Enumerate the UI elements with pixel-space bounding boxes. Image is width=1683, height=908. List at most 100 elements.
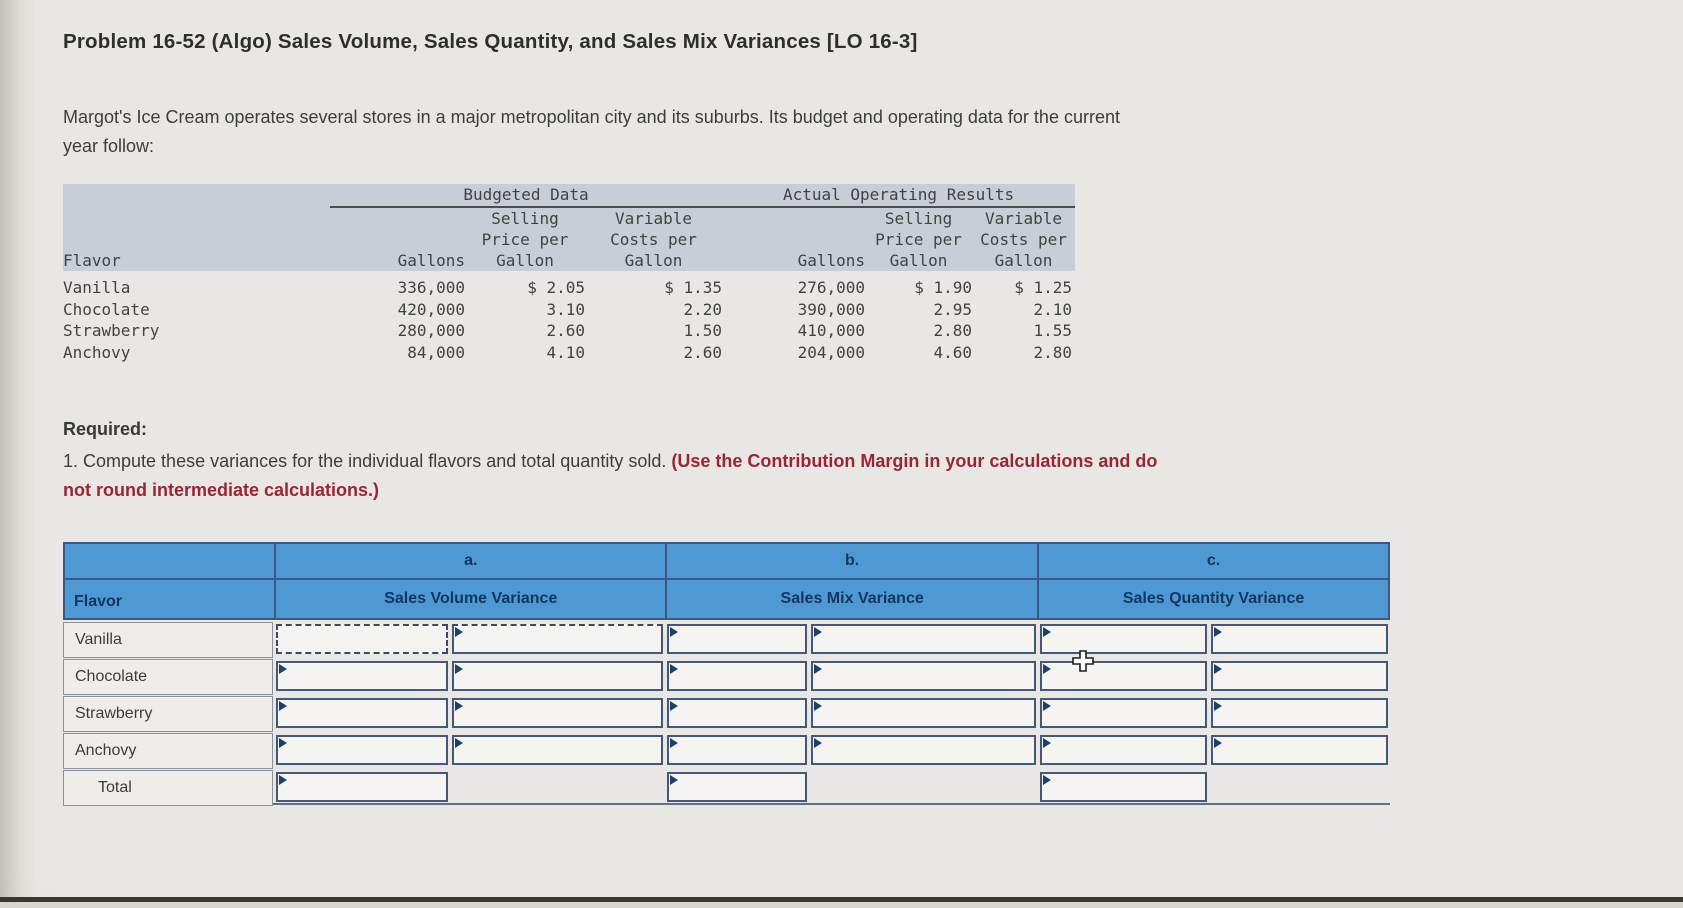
answer-table-bottom-border bbox=[63, 803, 1390, 805]
budget-col-header-selling-price: Selling Price per Gallon bbox=[465, 207, 585, 271]
chocolate-sales-volume-variance-fu-input[interactable] bbox=[452, 661, 663, 691]
budget-cell: Vanilla bbox=[63, 278, 131, 297]
vanilla-sales-volume-variance-fu-input[interactable] bbox=[452, 624, 663, 654]
budget-cell: 4.60 bbox=[933, 342, 973, 362]
budget-group-header-row: Budgeted Data Actual Operating Results bbox=[63, 184, 1076, 208]
cell-flag-icon bbox=[814, 664, 822, 674]
cell-flag-icon bbox=[1043, 701, 1051, 711]
actual-results-group-header: Actual Operating Results bbox=[722, 184, 1076, 208]
answer-header-row: Flavor Sales Volume Variance Sales Mix V… bbox=[65, 580, 1388, 618]
cell-flag-icon bbox=[1043, 775, 1051, 785]
budget-cell: $ 1.35 bbox=[664, 278, 723, 297]
answer-header-flavor: Flavor bbox=[74, 593, 123, 610]
total-sales-volume-variance-input[interactable] bbox=[276, 772, 448, 802]
cell-flag-icon bbox=[670, 627, 678, 637]
anchovy-sales-quantity-variance-fu-input[interactable] bbox=[1211, 735, 1388, 765]
budgeted-data-group-header: Budgeted Data bbox=[330, 184, 723, 208]
requirement-1-note-part1: (Use the Contribution Margin in your cal… bbox=[671, 451, 1158, 471]
answer-row-chocolate: Chocolate bbox=[63, 659, 1390, 698]
strawberry-sales-quantity-variance-input[interactable] bbox=[1040, 698, 1207, 728]
intro-line-2: year follow: bbox=[63, 136, 155, 156]
cell-flag-icon bbox=[455, 627, 463, 637]
answer-row-label-vanilla: Vanilla bbox=[63, 622, 273, 658]
budget-cell: Strawberry bbox=[63, 321, 160, 340]
cell-flag-icon bbox=[455, 738, 463, 748]
vanilla-sales-mix-variance-input[interactable] bbox=[667, 624, 807, 654]
cell-flag-icon bbox=[1214, 664, 1222, 674]
anchovy-sales-volume-variance-fu-input[interactable] bbox=[452, 735, 663, 765]
anchovy-sales-quantity-variance-input[interactable] bbox=[1040, 735, 1207, 765]
intro-paragraph: Margot's Ice Cream operates several stor… bbox=[63, 103, 1483, 161]
budget-cell: 280,000 bbox=[397, 321, 465, 340]
budget-cell: $ 1.25 bbox=[1014, 278, 1073, 297]
vanilla-sales-quantity-variance-fu-input[interactable] bbox=[1211, 624, 1388, 654]
answer-header-sales-volume-variance: Sales Volume Variance bbox=[274, 580, 665, 618]
cell-flag-icon bbox=[279, 775, 287, 785]
chocolate-sales-mix-variance-input[interactable] bbox=[667, 661, 807, 691]
answer-row-label-anchovy: Anchovy bbox=[63, 733, 273, 769]
requirement-1-line-2: not round intermediate calculations.) bbox=[63, 476, 1483, 505]
cell-flag-icon bbox=[455, 664, 463, 674]
budget-cell: 276,000 bbox=[797, 278, 866, 297]
strawberry-sales-volume-variance-fu-input[interactable] bbox=[452, 698, 663, 728]
vanilla-sales-mix-variance-fu-input[interactable] bbox=[811, 624, 1036, 654]
strawberry-sales-mix-variance-input[interactable] bbox=[667, 698, 807, 728]
cell-flag-icon bbox=[814, 738, 822, 748]
requirement-1-note-part2: not round intermediate calculations.) bbox=[63, 480, 380, 500]
chocolate-sales-volume-variance-input[interactable] bbox=[276, 661, 448, 691]
requirement-1: 1. Compute these variances for the indiv… bbox=[63, 447, 1483, 505]
budget-column-header-row: Flavor Gallons Selling Price per Gallon … bbox=[63, 207, 1076, 271]
cell-flag-icon bbox=[279, 738, 287, 748]
answer-letter-row: a. b. c. bbox=[65, 544, 1388, 580]
total-sales-quantity-variance-input[interactable] bbox=[1040, 772, 1207, 802]
anchovy-sales-mix-variance-fu-input[interactable] bbox=[811, 735, 1036, 765]
cell-flag-icon bbox=[1043, 627, 1051, 637]
total-sales-mix-variance-input[interactable] bbox=[667, 772, 807, 802]
budget-cell: 2.10 bbox=[1033, 299, 1073, 319]
cell-flag-icon bbox=[279, 664, 287, 674]
variance-answer-table: a. b. c. Flavor Sales Volume Variance Sa… bbox=[63, 542, 1390, 812]
photo-left-edge bbox=[0, 0, 36, 908]
answer-row-label-strawberry: Strawberry bbox=[63, 696, 273, 732]
budget-cell: 2.80 bbox=[933, 321, 973, 340]
budget-cell: 2.60 bbox=[546, 321, 585, 340]
budget-cell: 336,000 bbox=[397, 278, 465, 297]
photo-bottom-line bbox=[0, 897, 1683, 902]
chocolate-sales-quantity-variance-input[interactable] bbox=[1040, 661, 1207, 691]
budget-cell: 390,000 bbox=[797, 299, 866, 319]
vanilla-sales-quantity-variance-input[interactable] bbox=[1040, 624, 1207, 654]
anchovy-sales-mix-variance-input[interactable] bbox=[667, 735, 807, 765]
answer-row-vanilla: Vanilla bbox=[63, 622, 1390, 661]
answer-row-total: Total bbox=[63, 770, 1390, 809]
budget-cell: 420,000 bbox=[397, 299, 465, 319]
cell-flag-icon bbox=[1214, 701, 1222, 711]
strawberry-sales-volume-variance-input[interactable] bbox=[276, 698, 448, 728]
vanilla-sales-volume-variance-input[interactable] bbox=[276, 624, 448, 654]
answer-row-strawberry: Strawberry bbox=[63, 696, 1390, 735]
actual-col-header-variable-costs: Variable Costs per Gallon bbox=[972, 207, 1076, 271]
strawberry-sales-mix-variance-fu-input[interactable] bbox=[811, 698, 1036, 728]
answer-col-letter-b: b. bbox=[665, 544, 1037, 578]
photo-bottom-strip bbox=[0, 902, 1683, 908]
budget-col-header-gallons: Gallons bbox=[330, 207, 465, 271]
cell-flag-icon bbox=[670, 738, 678, 748]
budget-cell: 2.80 bbox=[1033, 342, 1073, 362]
answer-header-sales-quantity-variance: Sales Quantity Variance bbox=[1037, 580, 1388, 618]
actual-col-header-gallons: Gallons bbox=[722, 207, 866, 271]
answer-col-letter-a: a. bbox=[274, 544, 665, 578]
cell-flag-icon bbox=[1214, 627, 1222, 637]
chocolate-sales-quantity-variance-fu-input[interactable] bbox=[1211, 661, 1388, 691]
budget-cell: Anchovy bbox=[63, 342, 131, 362]
budget-cell: 204,000 bbox=[797, 342, 866, 362]
cell-flag-icon bbox=[814, 627, 822, 637]
anchovy-sales-volume-variance-input[interactable] bbox=[276, 735, 448, 765]
cell-flag-icon bbox=[670, 701, 678, 711]
strawberry-sales-quantity-variance-fu-input[interactable] bbox=[1211, 698, 1388, 728]
chocolate-sales-mix-variance-fu-input[interactable] bbox=[811, 661, 1036, 691]
budget-row: Strawberry 280,000 2.60 1.50 410,000 2.8… bbox=[63, 320, 1075, 342]
budget-cell: 2.20 bbox=[683, 299, 723, 319]
budget-row: Vanilla 336,000 $ 2.05 $ 1.35 276,000 $ … bbox=[63, 271, 1075, 299]
cell-flag-icon bbox=[279, 701, 287, 711]
intro-line-1: Margot's Ice Cream operates several stor… bbox=[63, 107, 1120, 127]
